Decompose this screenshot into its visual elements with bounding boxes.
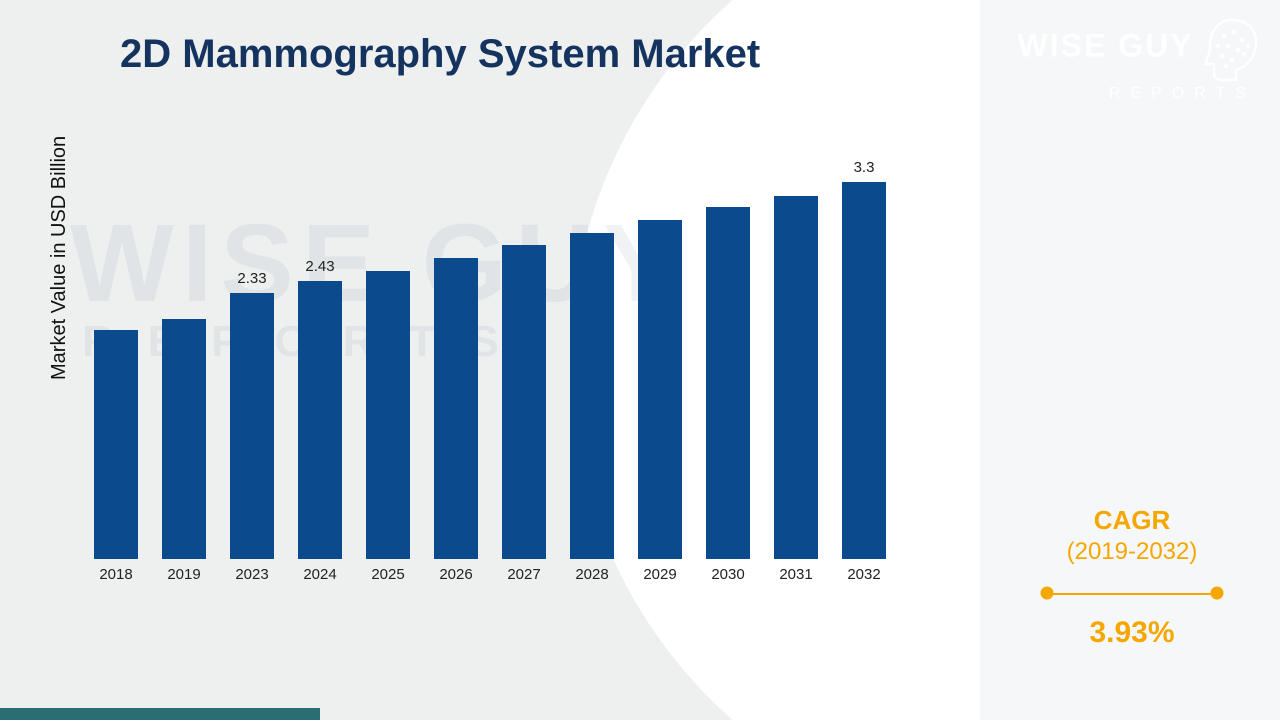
logo-head-icon (1204, 18, 1260, 87)
bar (638, 220, 682, 559)
y-axis-label: Market Value in USD Billion (48, 136, 71, 380)
cagr-divider (1047, 588, 1217, 598)
cagr-block: CAGR (2019-2032) 3.93% (1022, 505, 1242, 650)
bar (434, 258, 478, 559)
x-tick-label: 2027 (490, 566, 558, 583)
bar-value-label: 2.33 (222, 270, 282, 287)
bar (298, 281, 342, 559)
x-tick-label: 2026 (422, 566, 490, 583)
infographic-stage: WISE GUY REPORTS 2D Mammography System M… (0, 0, 1280, 720)
bar (230, 293, 274, 559)
bar (570, 233, 614, 559)
logo-text-line1: WISE GUY (1018, 28, 1194, 64)
x-tick-label: 2029 (626, 566, 694, 583)
x-tick-label: 2024 (286, 566, 354, 583)
logo-text-line2: REPORTS (1018, 85, 1260, 103)
cagr-label: CAGR (1022, 505, 1242, 536)
cagr-value: 3.93% (1022, 616, 1242, 650)
bottom-accent-strip (0, 708, 320, 720)
brand-logo: WISE GUY REPORTS (1018, 18, 1260, 103)
bar (842, 182, 886, 559)
x-tick-label: 2031 (762, 566, 830, 583)
plot-area: 2.33 2.43 3.3 (90, 160, 910, 560)
x-tick-label: 2019 (150, 566, 218, 583)
cagr-range: (2019-2032) (1022, 538, 1242, 566)
x-tick-label: 2028 (558, 566, 626, 583)
bar (162, 319, 206, 559)
bar (94, 330, 138, 559)
bar (774, 196, 818, 559)
bar-chart: 2.332.433.3 2018201920232024202520262027… (90, 160, 910, 600)
x-tick-label: 2023 (218, 566, 286, 583)
bar-value-label: 2.43 (290, 258, 350, 275)
bar (706, 207, 750, 559)
x-tick-label: 2032 (830, 566, 898, 583)
bar (502, 245, 546, 559)
x-tick-label: 2018 (82, 566, 150, 583)
chart-title: 2D Mammography System Market (120, 32, 760, 77)
x-tick-label: 2025 (354, 566, 422, 583)
bar-value-label: 3.3 (834, 159, 894, 176)
x-tick-label: 2030 (694, 566, 762, 583)
bar (366, 271, 410, 559)
